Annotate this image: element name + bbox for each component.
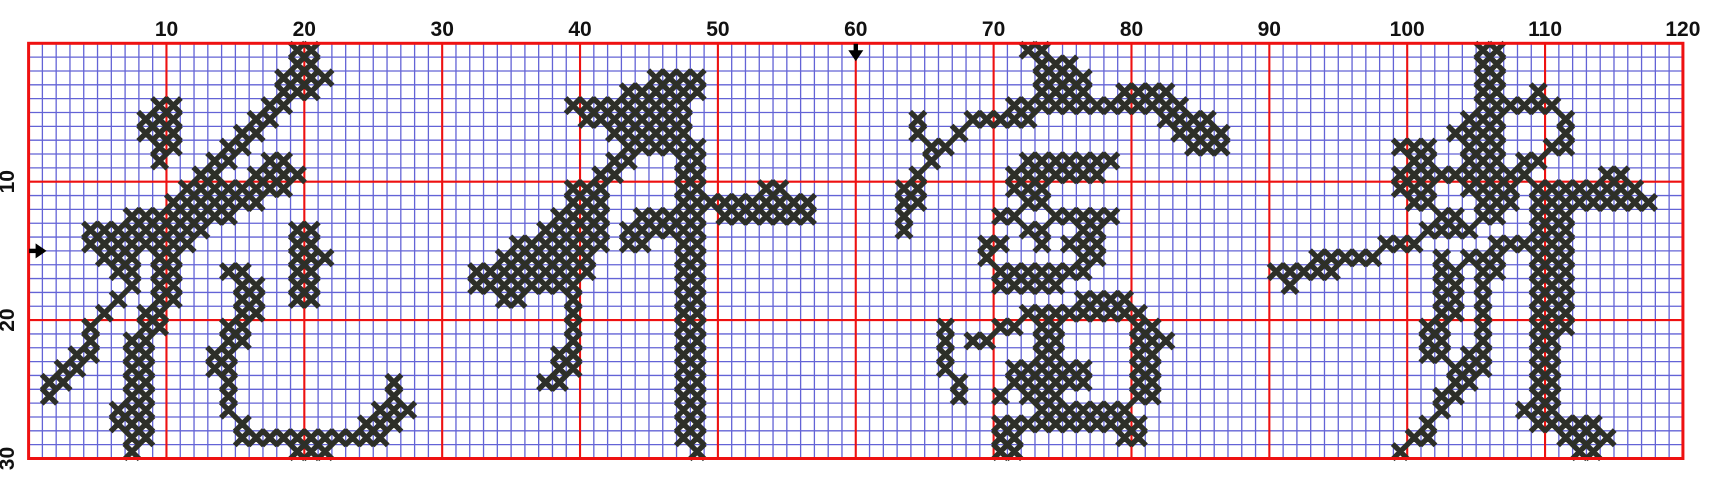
- center-marker-left-arrow: [29, 243, 47, 259]
- top-axis-label: 60: [844, 18, 867, 41]
- center-marker-top-arrow: [848, 43, 864, 62]
- top-axis-label: 90: [1258, 18, 1281, 41]
- left-axis-labels: 10 20 30: [0, 170, 19, 470]
- left-axis-label: 20: [0, 308, 19, 331]
- top-axis-label: 50: [706, 18, 729, 41]
- stitch-marks: [39, 40, 1658, 462]
- top-axis-label: 70: [982, 18, 1005, 41]
- left-axis-label: 10: [0, 170, 19, 193]
- left-arrow-head: [35, 243, 47, 259]
- left-arrow-stem: [29, 248, 37, 254]
- top-axis-label: 30: [431, 18, 454, 41]
- top-arrow-stem: [853, 43, 858, 51]
- top-axis-label: 80: [1120, 18, 1143, 41]
- chart-border: [27, 41, 1685, 461]
- top-axis-label: 40: [568, 18, 591, 41]
- top-axis-label: 20: [293, 18, 316, 41]
- top-axis-label: 110: [1528, 18, 1562, 41]
- top-axis-label: 120: [1665, 18, 1700, 41]
- top-arrow-head: [848, 50, 864, 62]
- top-axis-label: 100: [1390, 18, 1425, 41]
- top-axis-labels: 10 20 30 40 50 60 70 80 90 100 110 120: [155, 18, 1701, 41]
- left-axis-label: 30: [0, 447, 19, 470]
- top-axis-label: 10: [155, 18, 178, 41]
